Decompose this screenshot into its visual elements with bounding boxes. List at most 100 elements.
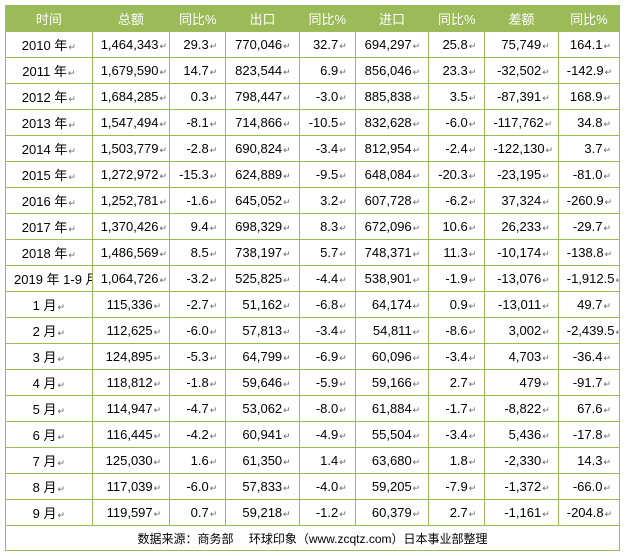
footer-text: 数据来源：商务部 环球印象（www.zcqtz.com）日本事业部整理 bbox=[6, 526, 620, 551]
cell-export: 738,197↵ bbox=[226, 240, 299, 266]
cell-import: 648,084↵ bbox=[355, 162, 428, 188]
cell-import: 748,371↵ bbox=[355, 240, 428, 266]
table-row: 6 月↵116,445↵-4.2↵60,941↵-4.9↵55,504↵-3.4… bbox=[6, 422, 620, 448]
cell-import_pct: 3.5↵ bbox=[429, 84, 485, 110]
cell-total: 1,486,569↵ bbox=[92, 240, 170, 266]
table-header: 时间总额同比%出口同比%进口同比%差额同比% bbox=[6, 6, 620, 32]
cell-export_pct: -3.4↵ bbox=[299, 136, 355, 162]
cell-export: 624,889↵ bbox=[226, 162, 299, 188]
cell-diff_pct: 49.7↵ bbox=[558, 292, 619, 318]
cell-time: 2016 年↵ bbox=[6, 188, 93, 214]
cell-export: 798,447↵ bbox=[226, 84, 299, 110]
col-header-4: 同比% bbox=[299, 6, 355, 32]
cell-export: 823,544↵ bbox=[226, 58, 299, 84]
cell-time: 2018 年↵ bbox=[6, 240, 93, 266]
cell-diff_pct: -91.7↵ bbox=[558, 370, 619, 396]
cell-diff: -23,195↵ bbox=[485, 162, 558, 188]
cell-total: 117,039↵ bbox=[92, 474, 170, 500]
cell-import_pct: -6.2↵ bbox=[429, 188, 485, 214]
table-row: 4 月↵118,812↵-1.8↵59,646↵-5.9↵59,166↵2.7↵… bbox=[6, 370, 620, 396]
table-body: 2010 年↵1,464,343↵29.3↵770,046↵32.7↵694,2… bbox=[6, 32, 620, 526]
cell-diff: -87,391↵ bbox=[485, 84, 558, 110]
cell-total_pct: -3.2↵ bbox=[170, 266, 226, 292]
cell-import_pct: 10.6↵ bbox=[429, 214, 485, 240]
cell-diff: -122,130↵ bbox=[485, 136, 558, 162]
cell-export_pct: 3.2↵ bbox=[299, 188, 355, 214]
cell-time: 2012 年↵ bbox=[6, 84, 93, 110]
table-row: 2013 年↵1,547,494↵-8.1↵714,866↵-10.5↵832,… bbox=[6, 110, 620, 136]
cell-time: 2010 年↵ bbox=[6, 32, 93, 58]
cell-time: 4 月↵ bbox=[6, 370, 93, 396]
table-row: 2014 年↵1,503,779↵-2.8↵690,824↵-3.4↵812,9… bbox=[6, 136, 620, 162]
cell-total_pct: 1.6↵ bbox=[170, 448, 226, 474]
cell-import: 607,728↵ bbox=[355, 188, 428, 214]
cell-diff: 37,324↵ bbox=[485, 188, 558, 214]
cell-diff: -13,011↵ bbox=[485, 292, 558, 318]
cell-diff: -32,502↵ bbox=[485, 58, 558, 84]
table-row: 1 月↵115,336↵-2.7↵51,162↵-6.8↵64,174↵0.9↵… bbox=[6, 292, 620, 318]
cell-diff: 479↵ bbox=[485, 370, 558, 396]
cell-import_pct: -6.0↵ bbox=[429, 110, 485, 136]
cell-total: 112,625↵ bbox=[92, 318, 170, 344]
cell-import_pct: -8.6↵ bbox=[429, 318, 485, 344]
cell-export_pct: 8.3↵ bbox=[299, 214, 355, 240]
cell-diff_pct: -29.7↵ bbox=[558, 214, 619, 240]
cell-import_pct: -20.3↵ bbox=[429, 162, 485, 188]
cell-export_pct: -8.0↵ bbox=[299, 396, 355, 422]
cell-total: 1,464,343↵ bbox=[92, 32, 170, 58]
cell-diff: -2,330↵ bbox=[485, 448, 558, 474]
cell-import: 54,811↵ bbox=[355, 318, 428, 344]
cell-total: 115,336↵ bbox=[92, 292, 170, 318]
cell-total_pct: -15.3↵ bbox=[170, 162, 226, 188]
cell-diff: 3,002↵ bbox=[485, 318, 558, 344]
cell-time: 8 月↵ bbox=[6, 474, 93, 500]
cell-import_pct: 1.8↵ bbox=[429, 448, 485, 474]
cell-diff: -10,174↵ bbox=[485, 240, 558, 266]
cell-total_pct: -5.3↵ bbox=[170, 344, 226, 370]
cell-total: 125,030↵ bbox=[92, 448, 170, 474]
cell-diff_pct: -142.9↵ bbox=[558, 58, 619, 84]
cell-export_pct: 6.9↵ bbox=[299, 58, 355, 84]
cell-time: 6 月↵ bbox=[6, 422, 93, 448]
cell-time: 2017 年↵ bbox=[6, 214, 93, 240]
cell-export_pct: 1.4↵ bbox=[299, 448, 355, 474]
cell-export_pct: -6.8↵ bbox=[299, 292, 355, 318]
col-header-1: 总额 bbox=[92, 6, 170, 32]
cell-total_pct: -2.7↵ bbox=[170, 292, 226, 318]
cell-export: 714,866↵ bbox=[226, 110, 299, 136]
cell-export_pct: 5.7↵ bbox=[299, 240, 355, 266]
cell-time: 7 月↵ bbox=[6, 448, 93, 474]
cell-total: 1,064,726↵ bbox=[92, 266, 170, 292]
cell-import: 59,205↵ bbox=[355, 474, 428, 500]
cell-import: 61,884↵ bbox=[355, 396, 428, 422]
col-header-7: 差额 bbox=[485, 6, 558, 32]
cell-export_pct: -4.9↵ bbox=[299, 422, 355, 448]
cell-import_pct: -3.4↵ bbox=[429, 344, 485, 370]
cell-export: 690,824↵ bbox=[226, 136, 299, 162]
cell-total_pct: -6.0↵ bbox=[170, 318, 226, 344]
table-row: 7 月↵125,030↵1.6↵61,350↵1.4↵63,680↵1.8↵-2… bbox=[6, 448, 620, 474]
col-header-8: 同比% bbox=[558, 6, 619, 32]
table-row: 2018 年↵1,486,569↵8.5↵738,197↵5.7↵748,371… bbox=[6, 240, 620, 266]
cell-total: 116,445↵ bbox=[92, 422, 170, 448]
cell-export: 698,329↵ bbox=[226, 214, 299, 240]
cell-export: 57,813↵ bbox=[226, 318, 299, 344]
cell-total_pct: 0.3↵ bbox=[170, 84, 226, 110]
cell-diff_pct: 168.9↵ bbox=[558, 84, 619, 110]
cell-total_pct: 8.5↵ bbox=[170, 240, 226, 266]
cell-total_pct: -2.8↵ bbox=[170, 136, 226, 162]
cell-total_pct: -1.8↵ bbox=[170, 370, 226, 396]
cell-export_pct: -6.9↵ bbox=[299, 344, 355, 370]
cell-time: 3 月↵ bbox=[6, 344, 93, 370]
cell-time: 2011 年↵ bbox=[6, 58, 93, 84]
table-row: 2019 年 1-9 月↵1,064,726↵-3.2↵525,825↵-4.4… bbox=[6, 266, 620, 292]
cell-total: 1,547,494↵ bbox=[92, 110, 170, 136]
cell-total: 114,947↵ bbox=[92, 396, 170, 422]
cell-total_pct: -4.7↵ bbox=[170, 396, 226, 422]
cell-import: 885,838↵ bbox=[355, 84, 428, 110]
cell-diff_pct: 3.7↵ bbox=[558, 136, 619, 162]
cell-export_pct: -9.5↵ bbox=[299, 162, 355, 188]
cell-time: 5 月↵ bbox=[6, 396, 93, 422]
cell-import_pct: -2.4↵ bbox=[429, 136, 485, 162]
cell-diff: 4,703↵ bbox=[485, 344, 558, 370]
